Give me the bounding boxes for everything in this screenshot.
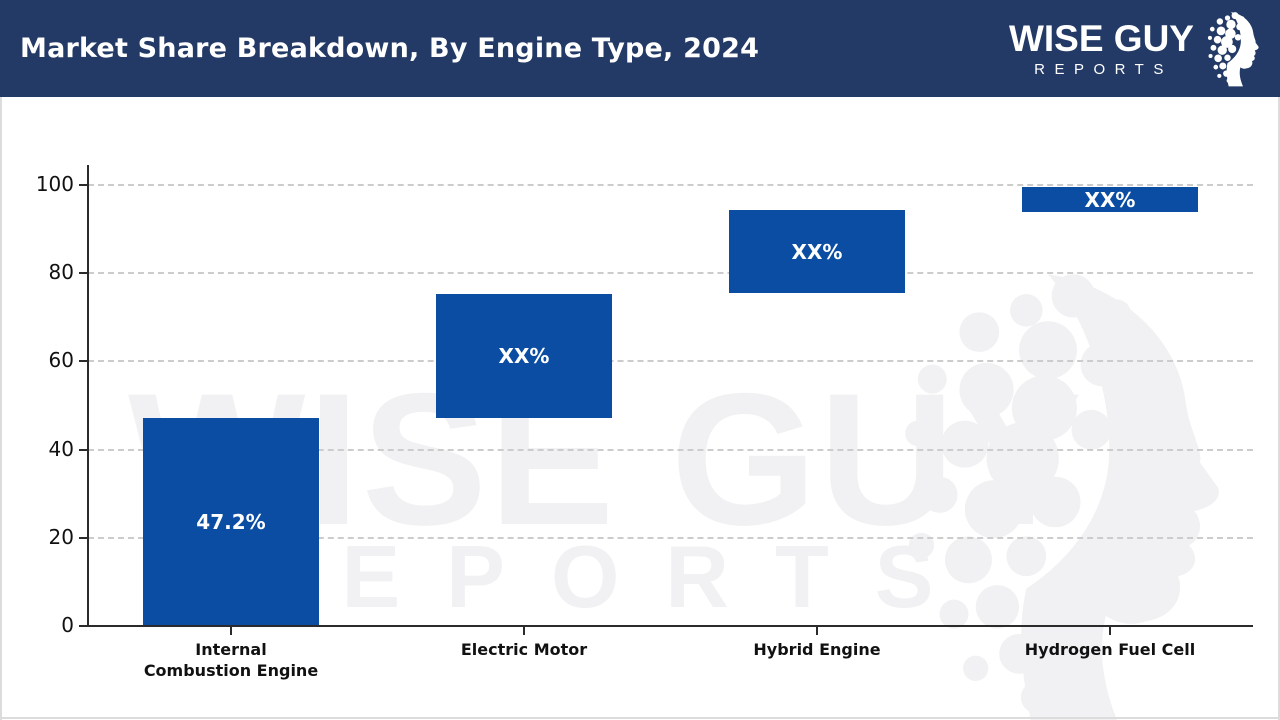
chart-canvas: WISE GUY REPORTS 0 20 40 60 80 100 47.2% XX% XX%…	[0, 97, 1280, 720]
bar-value-label: XX%	[498, 343, 550, 368]
x-tick-label-hydrogen-fuel-cell: Hydrogen Fuel Cell	[1024, 640, 1196, 659]
bar-value-label: 47.2%	[196, 509, 266, 534]
watermark-text-2: REPORTS	[232, 527, 980, 626]
y-tick-mark	[79, 272, 87, 275]
y-tick-mark	[79, 448, 87, 451]
x-tick-mark	[230, 627, 232, 635]
gridline-80	[88, 272, 1253, 275]
plot-area: 0 20 40 60 80 100 47.2% XX% XX% XX% Internal Combus…	[36, 165, 1253, 680]
bar-hydrogen-fuel-cell: XX%	[1022, 187, 1198, 212]
brand-name: WISE GUY	[1008, 18, 1194, 59]
y-axis-line	[87, 165, 89, 626]
bar-value-label: XX%	[791, 239, 843, 264]
brand-subtitle: REPORTS	[1034, 61, 1173, 78]
bar-electric-motor: XX%	[436, 293, 612, 418]
brand-text: WISE GUY REPORTS	[1009, 20, 1194, 77]
bar-hybrid-engine: XX%	[729, 210, 905, 294]
y-tick-label: 80	[48, 260, 74, 285]
x-axis-line	[87, 625, 1253, 627]
gridline-100	[88, 183, 1253, 186]
x-tick-label-hybrid-engine: Hybrid Engine	[753, 640, 881, 659]
bar-internal-combustion-engine: 47.2%	[143, 417, 319, 626]
x-tick-mark	[1109, 627, 1111, 635]
frame-right-line	[1278, 97, 1280, 720]
y-tick-mark	[79, 360, 87, 363]
y-tick-mark	[79, 536, 87, 539]
header-bar: Market Share Breakdown, By Engine Type, …	[0, 0, 1280, 97]
y-tick-mark	[79, 625, 87, 627]
gridline-40	[88, 448, 1253, 451]
y-tick-label: 20	[48, 524, 74, 549]
gridline-20	[88, 536, 1253, 539]
gridline-60	[88, 360, 1253, 363]
brand-logo: WISE GUY REPORTS	[1009, 11, 1262, 87]
x-tick-mark	[523, 627, 525, 635]
frame-left-line	[0, 97, 2, 720]
y-tick-label: 100	[35, 171, 74, 196]
x-tick-mark	[816, 627, 818, 635]
y-tick-label: 40	[48, 436, 74, 461]
bar-value-label: XX%	[1084, 187, 1136, 212]
x-tick-label-electric-motor: Electric Motor	[460, 640, 588, 659]
dotted-head-icon	[1200, 11, 1262, 87]
frame-bottom-line	[0, 717, 1280, 719]
y-tick-label: 60	[48, 348, 74, 373]
page-title: Market Share Breakdown, By Engine Type, …	[20, 33, 760, 64]
x-tick-label-internal-combustion-engine: Internal Combustion Engine	[143, 640, 319, 680]
y-tick-mark	[79, 183, 87, 186]
y-tick-label: 0	[61, 613, 74, 637]
